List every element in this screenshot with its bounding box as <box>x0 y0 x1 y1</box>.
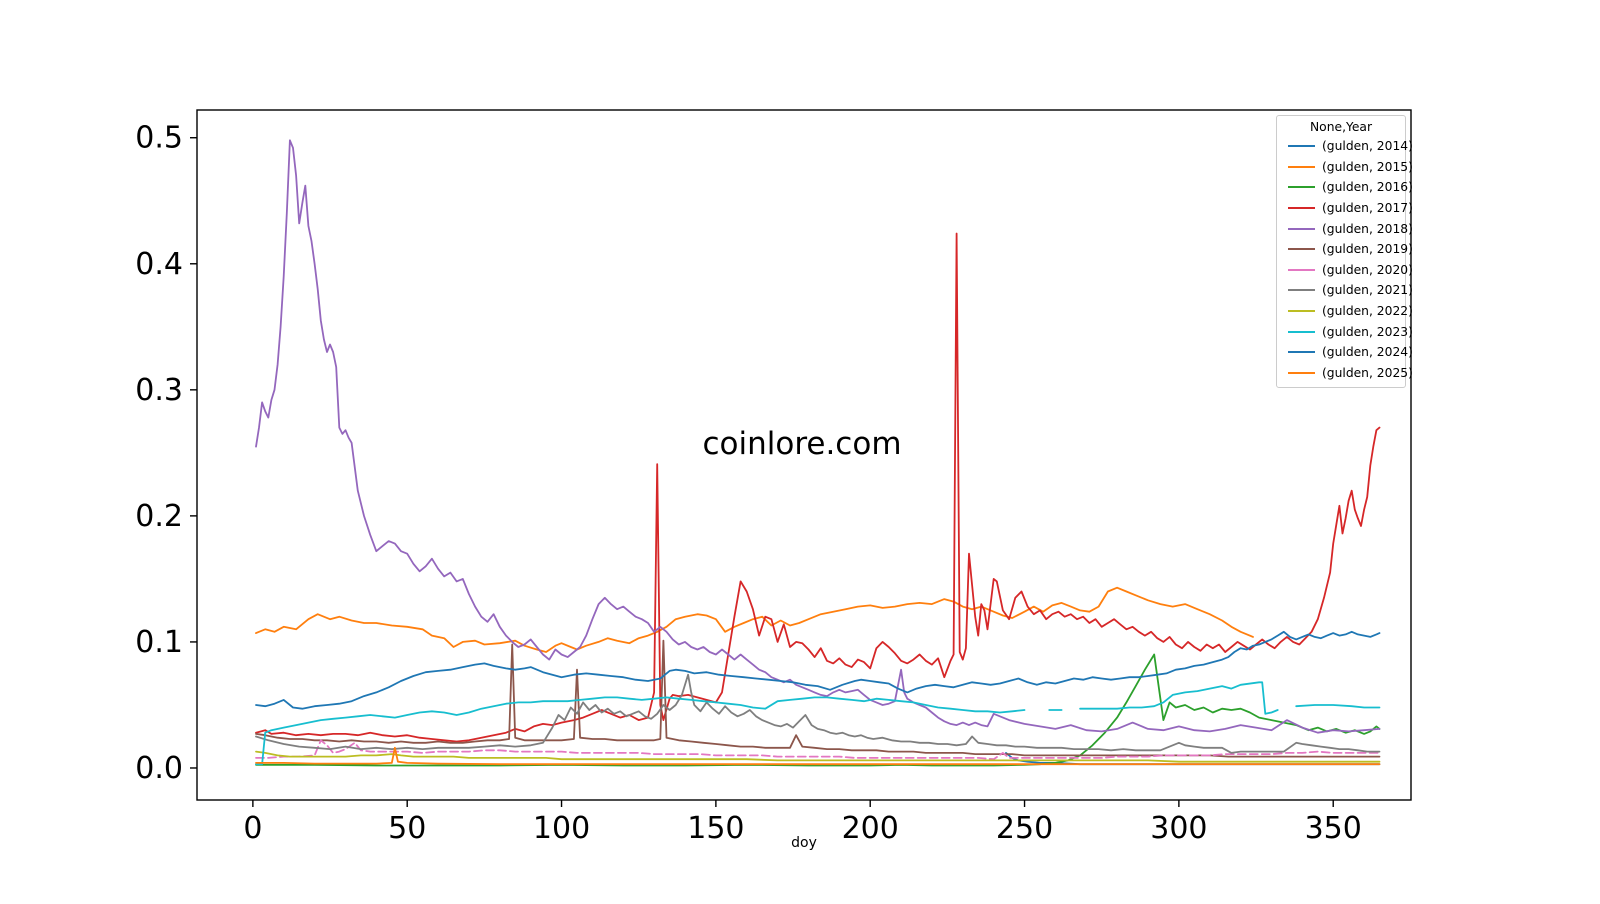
legend-line-swatch <box>1288 289 1315 292</box>
legend-item-label: (gulden, 2014) <box>1322 139 1413 154</box>
legend-item-label: (gulden, 2018) <box>1322 221 1413 236</box>
legend-item: (gulden, 2020) <box>1282 260 1413 281</box>
series-line-2024 <box>255 630 1381 710</box>
x-tick-label: 200 <box>842 811 899 846</box>
series-line-2020 <box>255 739 1381 761</box>
legend-item: (gulden, 2018) <box>1282 218 1413 239</box>
legend-item-label: (gulden, 2025) <box>1322 365 1413 380</box>
series-line-2023 <box>255 696 1026 766</box>
series-line-2018 <box>255 139 1381 734</box>
y-tick-label: 0.3 <box>135 373 183 408</box>
legend-line-swatch <box>1288 351 1315 354</box>
legend-item: (gulden, 2019) <box>1282 239 1413 260</box>
legend-item: (gulden, 2022) <box>1282 301 1413 322</box>
x-tick-label: 50 <box>388 811 426 846</box>
y-tick-label: 0.0 <box>135 751 183 786</box>
series-line-2016 <box>255 653 1381 767</box>
legend: None,Year (gulden, 2014) (gulden, 2015) (g… <box>1276 115 1413 389</box>
legend-item-label: (gulden, 2015) <box>1322 159 1413 174</box>
x-tick-label: 350 <box>1305 811 1362 846</box>
legend-line-swatch <box>1288 207 1315 210</box>
series-line-2025 <box>255 746 1381 766</box>
legend-line-swatch <box>1288 310 1315 313</box>
legend-item: (gulden, 2015) <box>1282 157 1413 178</box>
y-tick-label: 0.2 <box>135 499 183 534</box>
legend-line-swatch <box>1288 248 1315 251</box>
legend-line-swatch <box>1288 186 1315 189</box>
series-line-2015 <box>255 586 1254 653</box>
x-tick-label: 100 <box>533 811 590 846</box>
y-tick-label: 0.1 <box>135 625 183 660</box>
legend-item: (gulden, 2016) <box>1282 177 1413 198</box>
watermark: coinlore.com <box>702 426 901 462</box>
y-tick-label: 0.5 <box>135 121 183 156</box>
legend-line-swatch <box>1288 165 1315 168</box>
legend-line-swatch <box>1288 145 1315 148</box>
legend-item: (gulden, 2014) <box>1282 136 1413 157</box>
series-line-2022 <box>255 750 1381 763</box>
legend-item: (gulden, 2017) <box>1282 198 1413 219</box>
legend-item-label: (gulden, 2023) <box>1322 324 1413 339</box>
legend-line-swatch <box>1288 227 1315 230</box>
legend-line-swatch <box>1288 371 1315 374</box>
series-line-2023 <box>1295 704 1381 709</box>
x-tick-label: 150 <box>687 811 744 846</box>
x-tick-label: 250 <box>996 811 1053 846</box>
legend-item-label: (gulden, 2021) <box>1322 283 1413 298</box>
legend-item: (gulden, 2021) <box>1282 280 1413 301</box>
legend-item-label: (gulden, 2024) <box>1322 345 1413 360</box>
legend-item: (gulden, 2023) <box>1282 321 1413 342</box>
series-line-2023 <box>1079 681 1279 715</box>
legend-title: None,Year <box>1309 120 1373 134</box>
legend-item-label: (gulden, 2016) <box>1322 180 1413 195</box>
legend-item: (gulden, 2025) <box>1282 363 1413 384</box>
legend-item-label: (gulden, 2017) <box>1322 201 1413 216</box>
legend-line-swatch <box>1288 330 1315 333</box>
legend-item-label: (gulden, 2019) <box>1322 242 1413 257</box>
x-tick-label: 0 <box>243 811 262 846</box>
legend-item-label: (gulden, 2022) <box>1322 304 1413 319</box>
series-line-2017 <box>255 232 1381 743</box>
legend-item: (gulden, 2024) <box>1282 342 1413 363</box>
x-axis-label: doy <box>791 835 817 851</box>
series-line-2021 <box>255 673 1381 754</box>
plot-border <box>196 109 1412 801</box>
y-tick-label: 0.4 <box>135 247 183 282</box>
legend-item-label: (gulden, 2020) <box>1322 262 1413 277</box>
x-tick-label: 300 <box>1150 811 1207 846</box>
legend-line-swatch <box>1288 268 1315 271</box>
series-line-2019 <box>255 639 1381 758</box>
